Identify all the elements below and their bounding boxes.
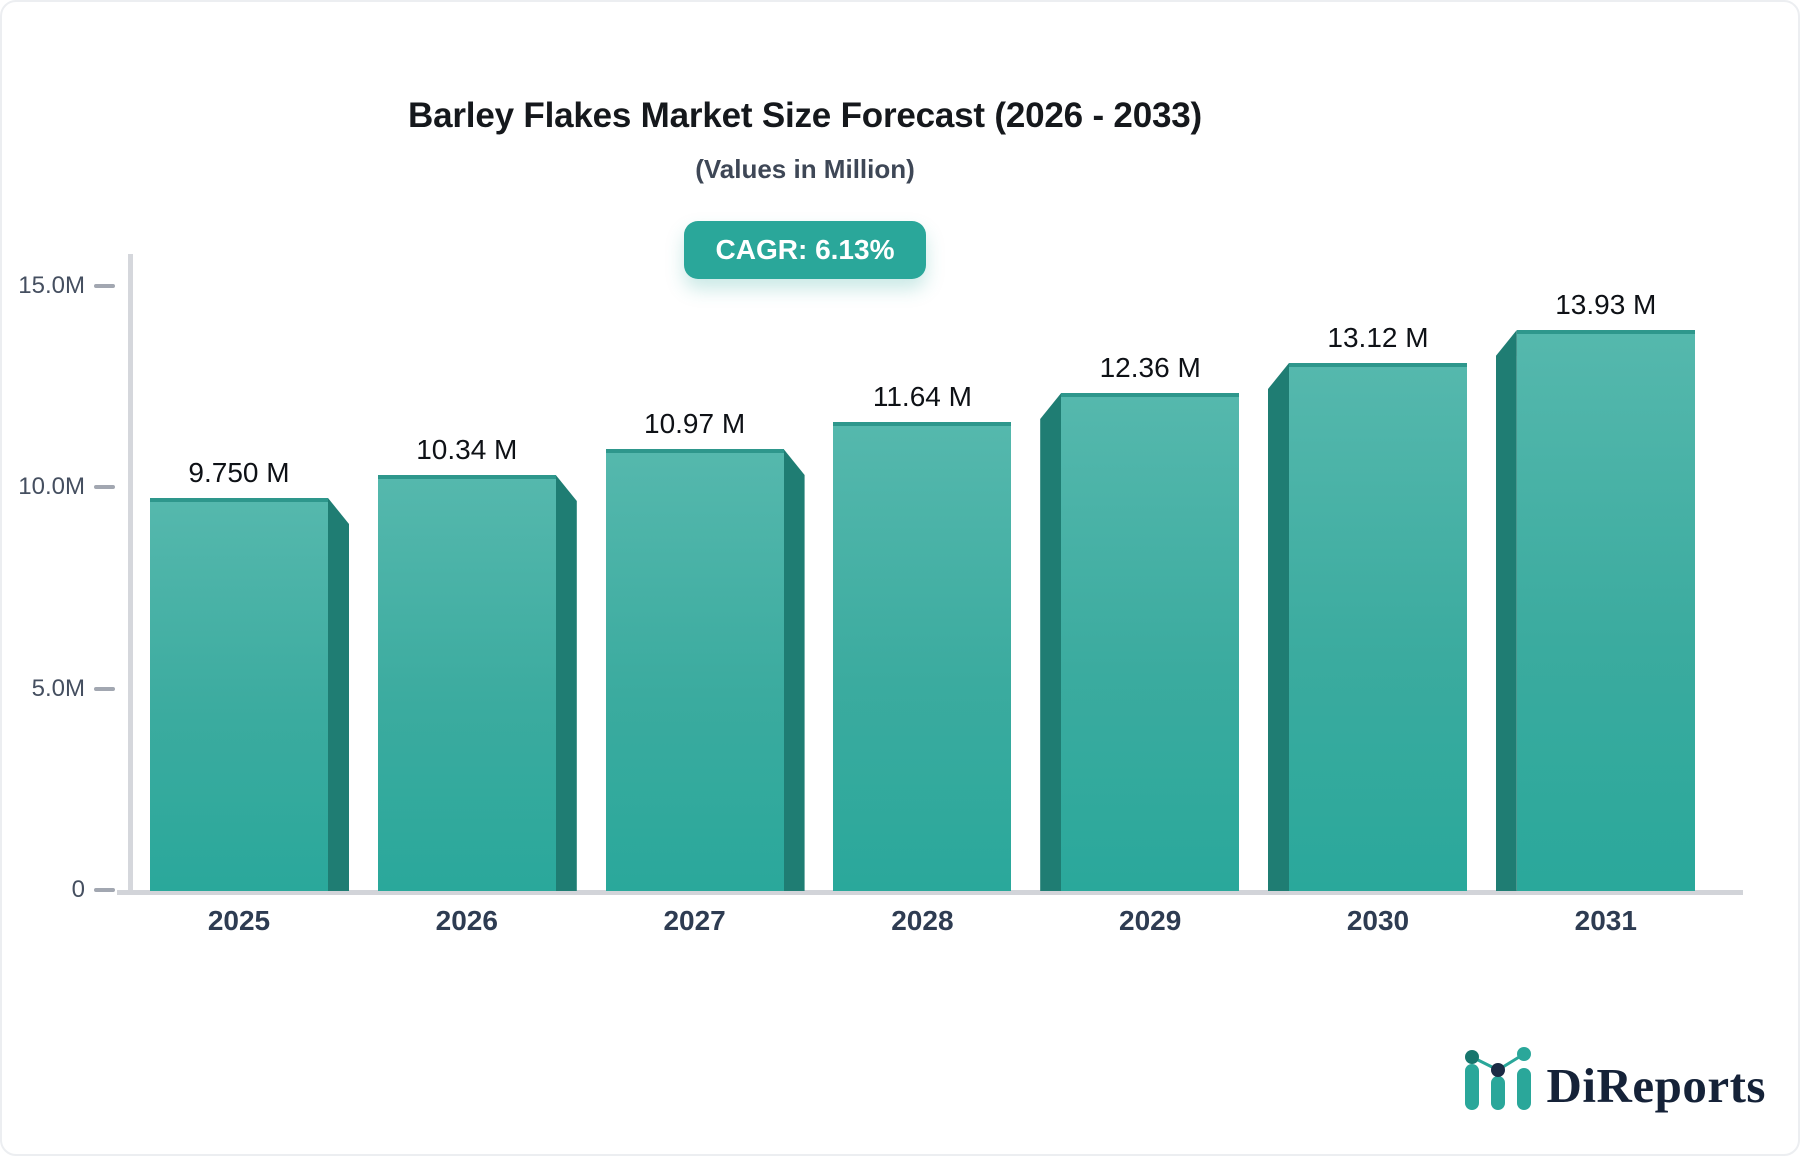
bar-face (605, 449, 784, 891)
y-tick-label: 5.0M (31, 674, 85, 702)
y-tick-mark (94, 686, 115, 691)
bar-2025 (150, 498, 349, 891)
x-tick-label-2025: 2025 (207, 905, 271, 936)
bar-face (1061, 393, 1240, 891)
cagr-badge: CAGR: 6.13% (683, 221, 927, 279)
plot-area: 15.0M 10.0M 5.0M 0 9.750 M 10.34 M 10.97 M 11.… (18, 254, 1743, 935)
chart-title: Barley Flakes Market Size Forecast (2026… (408, 96, 1202, 135)
bar-value-label: 9.750 M (188, 457, 290, 488)
y-tick-label: 0 (71, 876, 85, 903)
bar-2029 (1040, 393, 1240, 891)
x-tick-label-2027: 2027 (663, 905, 726, 936)
chart-subtitle: (Values in Million) (695, 154, 915, 184)
bar-value-label: 11.64 M (872, 381, 972, 412)
bar-face (1516, 330, 1695, 891)
x-tick-label-2030: 2030 (1346, 905, 1410, 936)
bar-2031 (1495, 330, 1695, 891)
bar-3d-side (555, 475, 577, 891)
y-tick-mark (94, 284, 115, 288)
direports-logo-icon (1465, 1047, 1532, 1110)
y-tick-label: 15.0M (18, 272, 85, 299)
bar-2030 (1268, 363, 1467, 891)
bar-2027 (605, 449, 805, 891)
bar-value-label: 13.12 M (1327, 322, 1429, 353)
bar-3d-side (783, 449, 805, 891)
y-axis-line (128, 254, 133, 892)
y-tick-mark (94, 888, 115, 892)
bar-2028 (833, 422, 1012, 891)
logo-dot-right (1517, 1047, 1532, 1061)
y-tick-mark (94, 485, 115, 490)
x-tick-label-2026: 2026 (435, 905, 498, 936)
logo-dot-left (1465, 1050, 1480, 1064)
bar-face (1289, 363, 1467, 891)
bar-3d-side (1268, 363, 1289, 891)
logo-dot-middle (1491, 1063, 1506, 1077)
bar-3d-side (328, 498, 349, 891)
x-tick-label-2031: 2031 (1574, 905, 1637, 936)
x-tick-label-2029: 2029 (1119, 905, 1182, 936)
bar-3d-side (1040, 393, 1062, 891)
bar-value-label: 13.93 M (1555, 289, 1657, 320)
y-tick-label: 10.0M (18, 473, 85, 501)
direports-logo-text: DiReports (1546, 1058, 1766, 1113)
x-tick-label-2028: 2028 (891, 905, 954, 936)
bar-value-label: 10.97 M (644, 408, 746, 439)
bar-value-label: 12.36 M (1099, 352, 1201, 383)
bar-2026 (377, 475, 577, 891)
bar-face (833, 422, 1012, 891)
bar-value-label: 10.34 M (416, 434, 518, 465)
direports-logo: DiReports (1456, 1044, 1766, 1110)
chart-header: Barley Flakes Market Size Forecast (2026… (2, 2, 1608, 279)
bar-face (150, 498, 328, 891)
bar-3d-side (1495, 330, 1517, 891)
x-axis-line (117, 890, 1743, 895)
bar-face (377, 475, 556, 891)
